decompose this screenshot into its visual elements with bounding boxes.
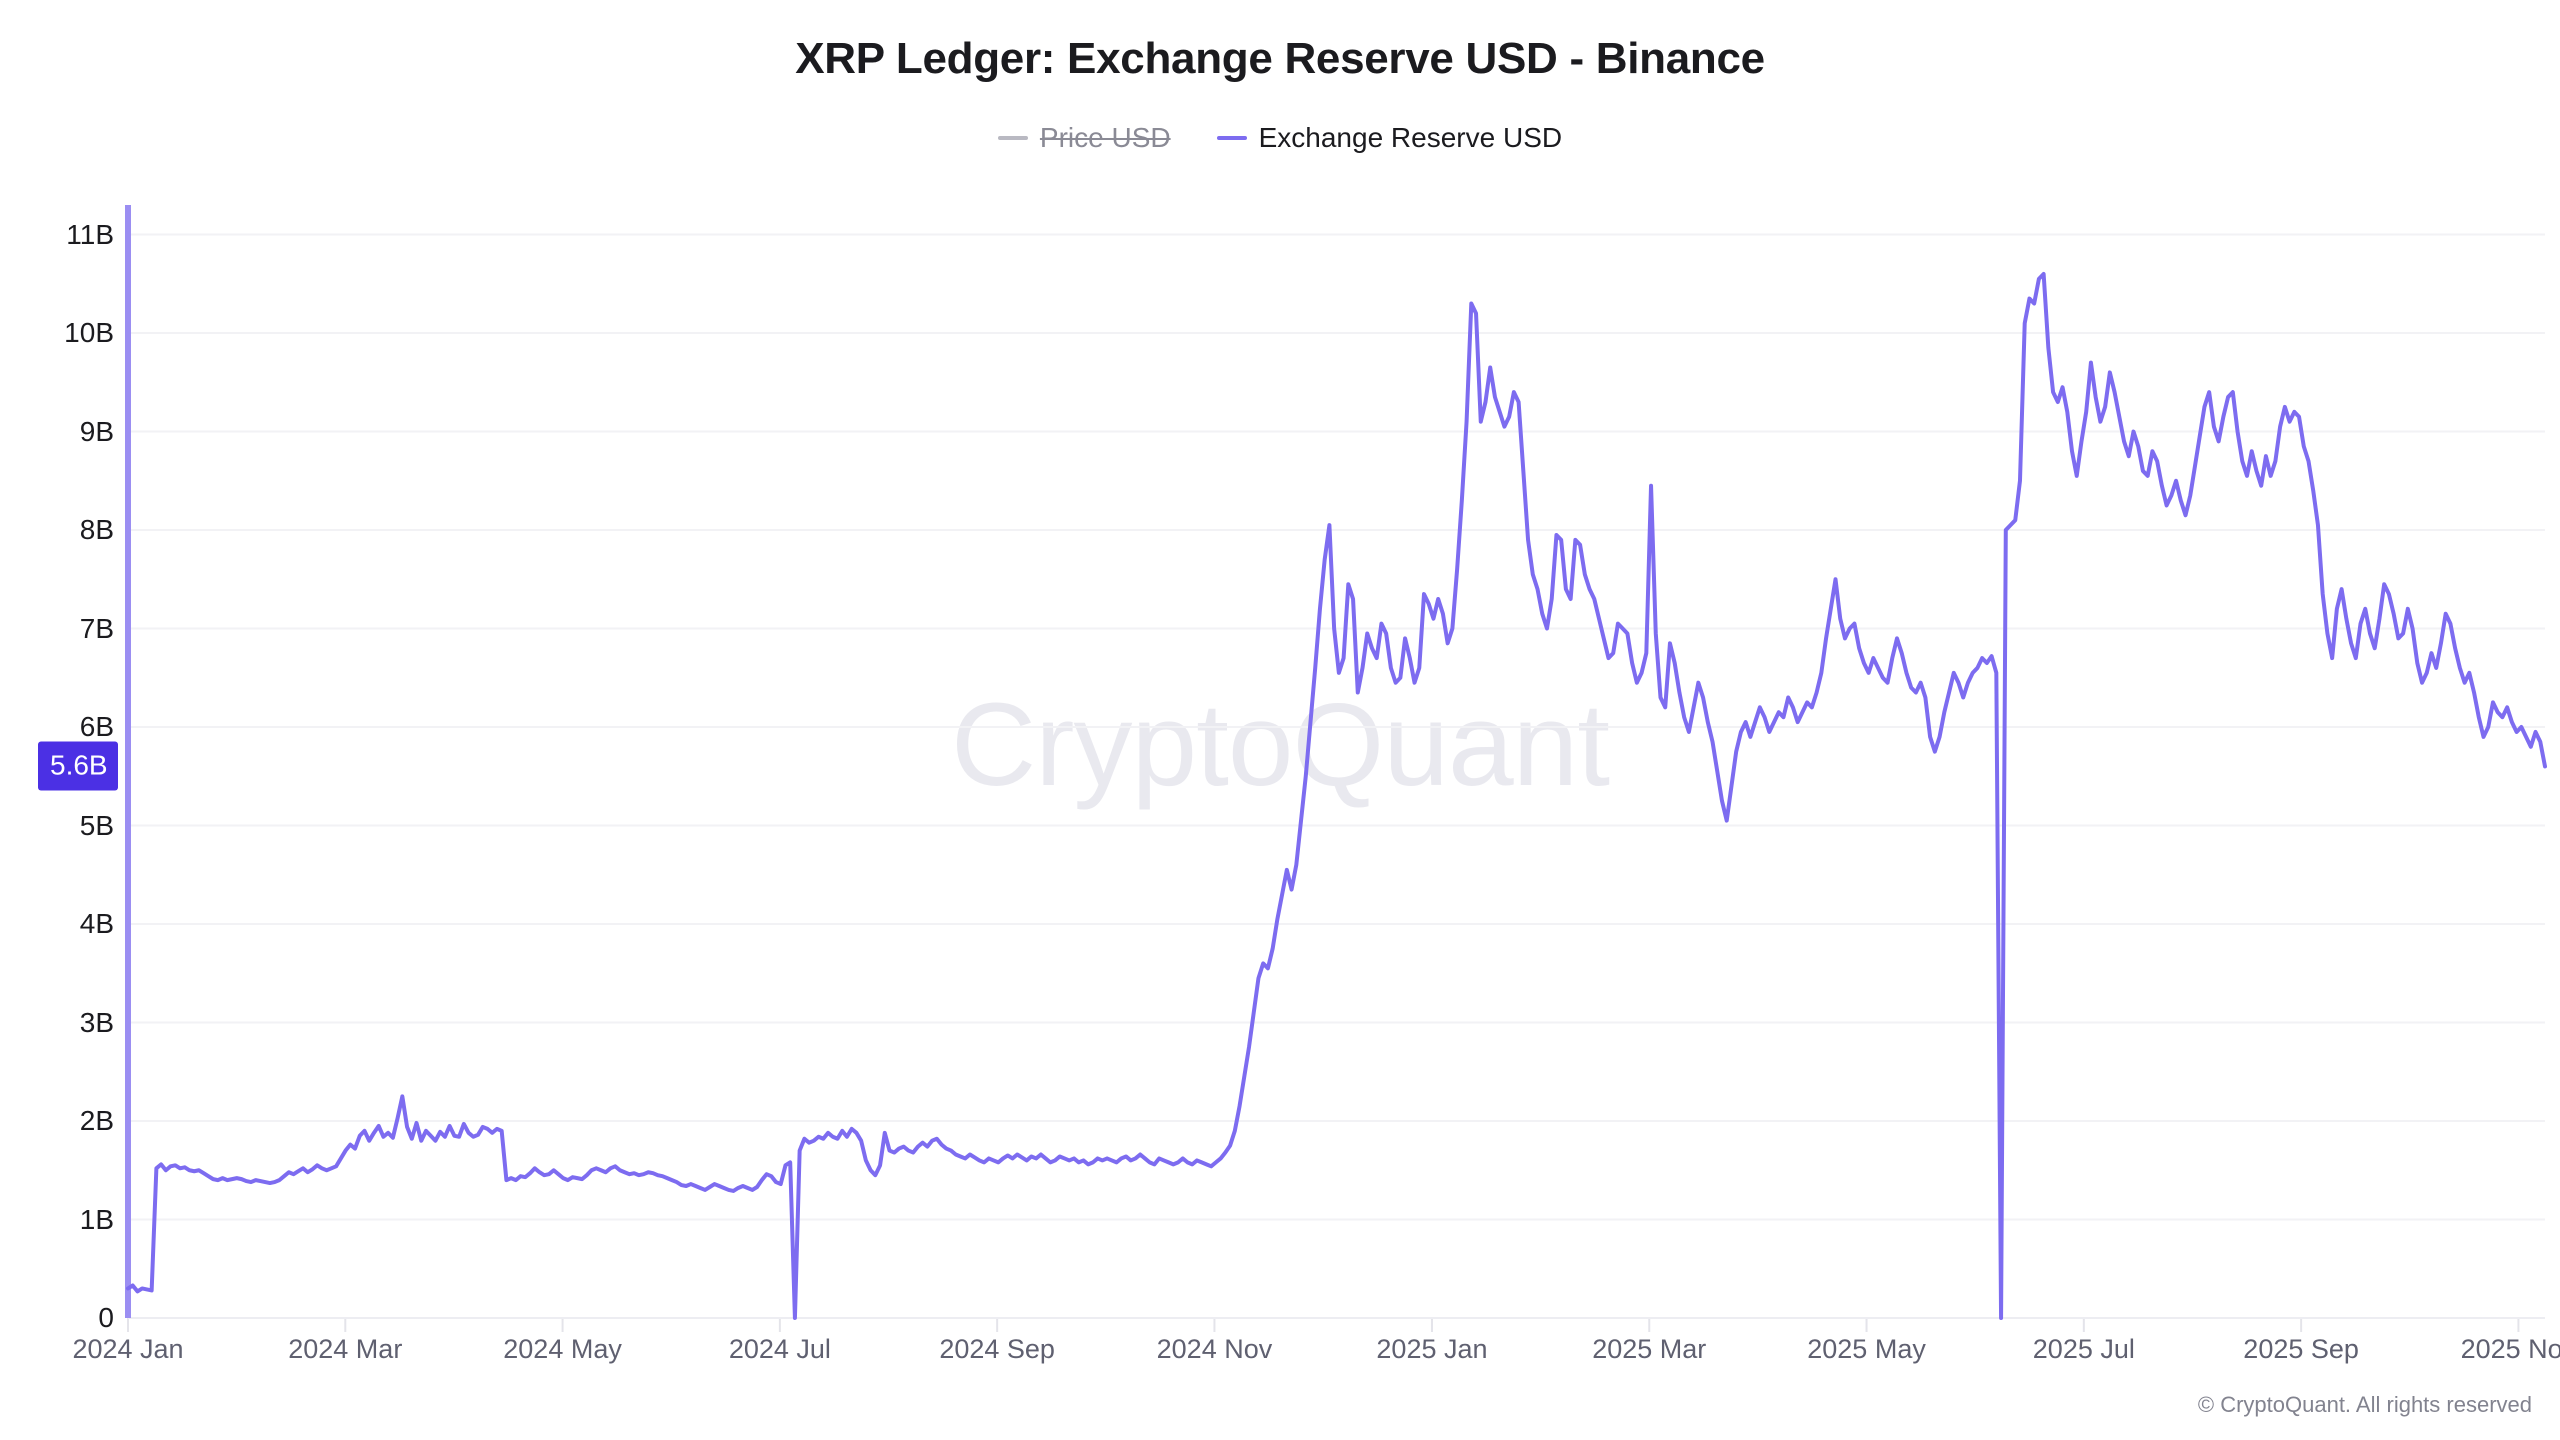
- y-axis-labels: 0 1B 2B 3B 4B 5B 6B 7B 8B 9B 10B 11B: [0, 0, 128, 1440]
- copyright-notice: © CryptoQuant. All rights reserved: [2197, 1392, 2532, 1417]
- x-tick-label: 2024 Jan: [72, 1334, 184, 1364]
- x-tick-label: 2024 Mar: [288, 1334, 403, 1364]
- page-title: XRP Ledger: Exchange Reserve USD - Binan…: [795, 34, 1765, 83]
- y-tick-label: 7B: [79, 612, 114, 644]
- y-tick-label: 3B: [79, 1006, 114, 1038]
- x-tick-label: 2025 Nov: [2460, 1334, 2560, 1364]
- legend-swatch-exchange-reserve-usd-icon: [1216, 136, 1247, 140]
- series-line-0: [126, 271, 2547, 1320]
- y-tick-label: 1B: [79, 1203, 114, 1235]
- x-tick-label: 2025 Jan: [1376, 1334, 1488, 1364]
- x-axis-labels: 2024 Jan 2024 Mar 2024 May 2024 Jul 2024 Sep…: [0, 1334, 2560, 1378]
- x-tick-label: 2025 Jul: [2032, 1334, 2135, 1364]
- current-value-badge: 5.6B: [38, 741, 118, 791]
- y-tick-label: 0: [98, 1302, 114, 1333]
- gridlines: [128, 233, 2545, 1319]
- chart-legend: Price USD Exchange Reserve USD: [0, 122, 2560, 154]
- x-tick-label: 2025 Mar: [1592, 1334, 1707, 1364]
- y-tick-label: 6B: [79, 711, 114, 743]
- legend-item-exchange-reserve-usd[interactable]: Exchange Reserve USD: [1216, 122, 1563, 154]
- x-tick-label: 2024 Jul: [728, 1334, 831, 1364]
- legend-item-price-usd[interactable]: Price USD: [997, 122, 1171, 154]
- x-axis-ticks: [127, 1317, 2545, 1332]
- x-tick-label: 2025 May: [1807, 1334, 1926, 1364]
- x-tick-label: 2025 Sep: [2243, 1334, 2359, 1364]
- y-tick-label: 10B: [64, 317, 114, 349]
- y-tick-label: 2B: [79, 1105, 114, 1136]
- x-tick-label: 2024 May: [503, 1334, 622, 1364]
- y-tick-label: 11B: [66, 218, 114, 250]
- x-tick-label: 2024 Sep: [939, 1334, 1055, 1364]
- legend-label-exchange-reserve-usd: Exchange Reserve USD: [1258, 122, 1563, 153]
- legend-label-price-usd: Price USD: [1039, 122, 1171, 153]
- y-tick-label: 5B: [79, 809, 114, 841]
- y-tick-label: 8B: [79, 514, 114, 546]
- y-tick-label: 9B: [79, 415, 114, 447]
- y-tick-label: 4B: [79, 908, 114, 940]
- legend-swatch-price-usd-icon: [997, 136, 1028, 140]
- x-tick-label: 2024 Nov: [1156, 1334, 1273, 1364]
